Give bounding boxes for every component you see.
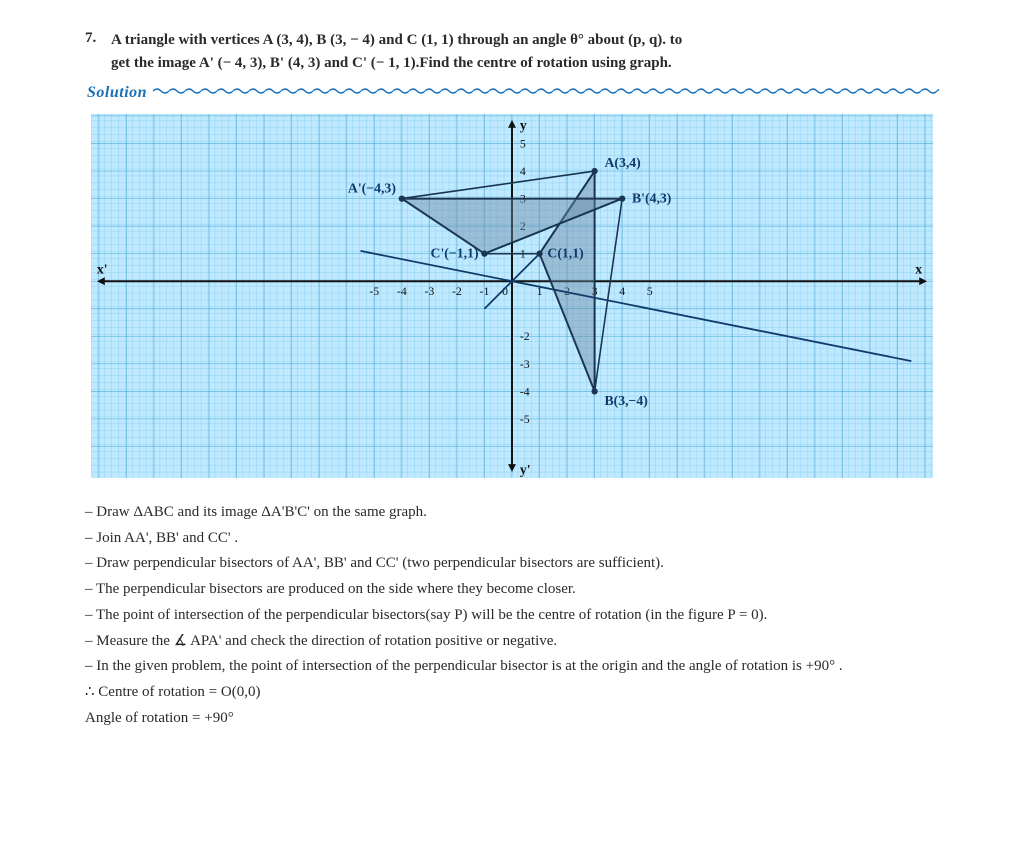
svg-text:-2: -2: [452, 284, 462, 298]
solution-underline: [153, 86, 939, 96]
svg-text:B'(4,3): B'(4,3): [632, 191, 671, 207]
svg-text:-2: -2: [520, 329, 530, 343]
solution-step: Angle of rotation = +90°: [85, 708, 939, 730]
solution-step: ∴ Centre of rotation = O(0,0): [85, 682, 939, 704]
solution-steps: – Draw ΔABC and its image ΔA'B'C' on the…: [85, 502, 939, 730]
question-line2: get the image A' (− 4, 3), B' (4, 3) and…: [111, 53, 939, 74]
svg-text:A'(−4,3): A'(−4,3): [348, 181, 396, 197]
svg-text:x': x': [97, 261, 108, 276]
svg-text:-5: -5: [369, 284, 379, 298]
solution-step: – Draw ΔABC and its image ΔA'B'C' on the…: [85, 502, 939, 524]
solution-step: – Measure the ∡ APA' and check the direc…: [85, 631, 939, 653]
svg-text:C(1,1): C(1,1): [547, 246, 583, 262]
svg-text:5: 5: [647, 284, 653, 298]
svg-text:-4: -4: [397, 284, 407, 298]
question-number: 7.: [85, 30, 105, 47]
svg-text:C'(−1,1): C'(−1,1): [431, 246, 479, 262]
solution-label: Solution: [87, 84, 147, 102]
solution-step: – The perpendicular bisectors are produc…: [85, 579, 939, 601]
svg-text:4: 4: [619, 284, 625, 298]
svg-text:A(3,4): A(3,4): [604, 155, 640, 171]
svg-text:4: 4: [520, 164, 526, 178]
svg-text:x: x: [915, 261, 922, 276]
solution-step: – Join AA', BB' and CC' .: [85, 528, 939, 550]
svg-text:5: 5: [520, 136, 526, 150]
graph-container: -5-4-3-2-112345-5-4-3-2123450yy'xx'A(3,4…: [85, 108, 939, 484]
svg-text:-5: -5: [520, 412, 530, 426]
svg-text:y: y: [520, 118, 527, 133]
svg-text:-4: -4: [520, 384, 530, 398]
svg-text:-3: -3: [520, 357, 530, 371]
rotation-graph: -5-4-3-2-112345-5-4-3-2123450yy'xx'A(3,4…: [91, 114, 933, 478]
question-block: 7. A triangle with vertices A (3, 4), B …: [85, 30, 939, 51]
solution-step: – Draw perpendicular bisectors of AA', B…: [85, 553, 939, 575]
solution-step: – In the given problem, the point of int…: [85, 656, 939, 678]
svg-text:-3: -3: [424, 284, 434, 298]
solution-step: – The point of intersection of the perpe…: [85, 605, 939, 627]
svg-text:y': y': [520, 462, 531, 477]
svg-text:B(3,−4): B(3,−4): [604, 393, 647, 409]
svg-text:-1: -1: [480, 284, 490, 298]
question-line1: A triangle with vertices A (3, 4), B (3,…: [111, 30, 682, 51]
